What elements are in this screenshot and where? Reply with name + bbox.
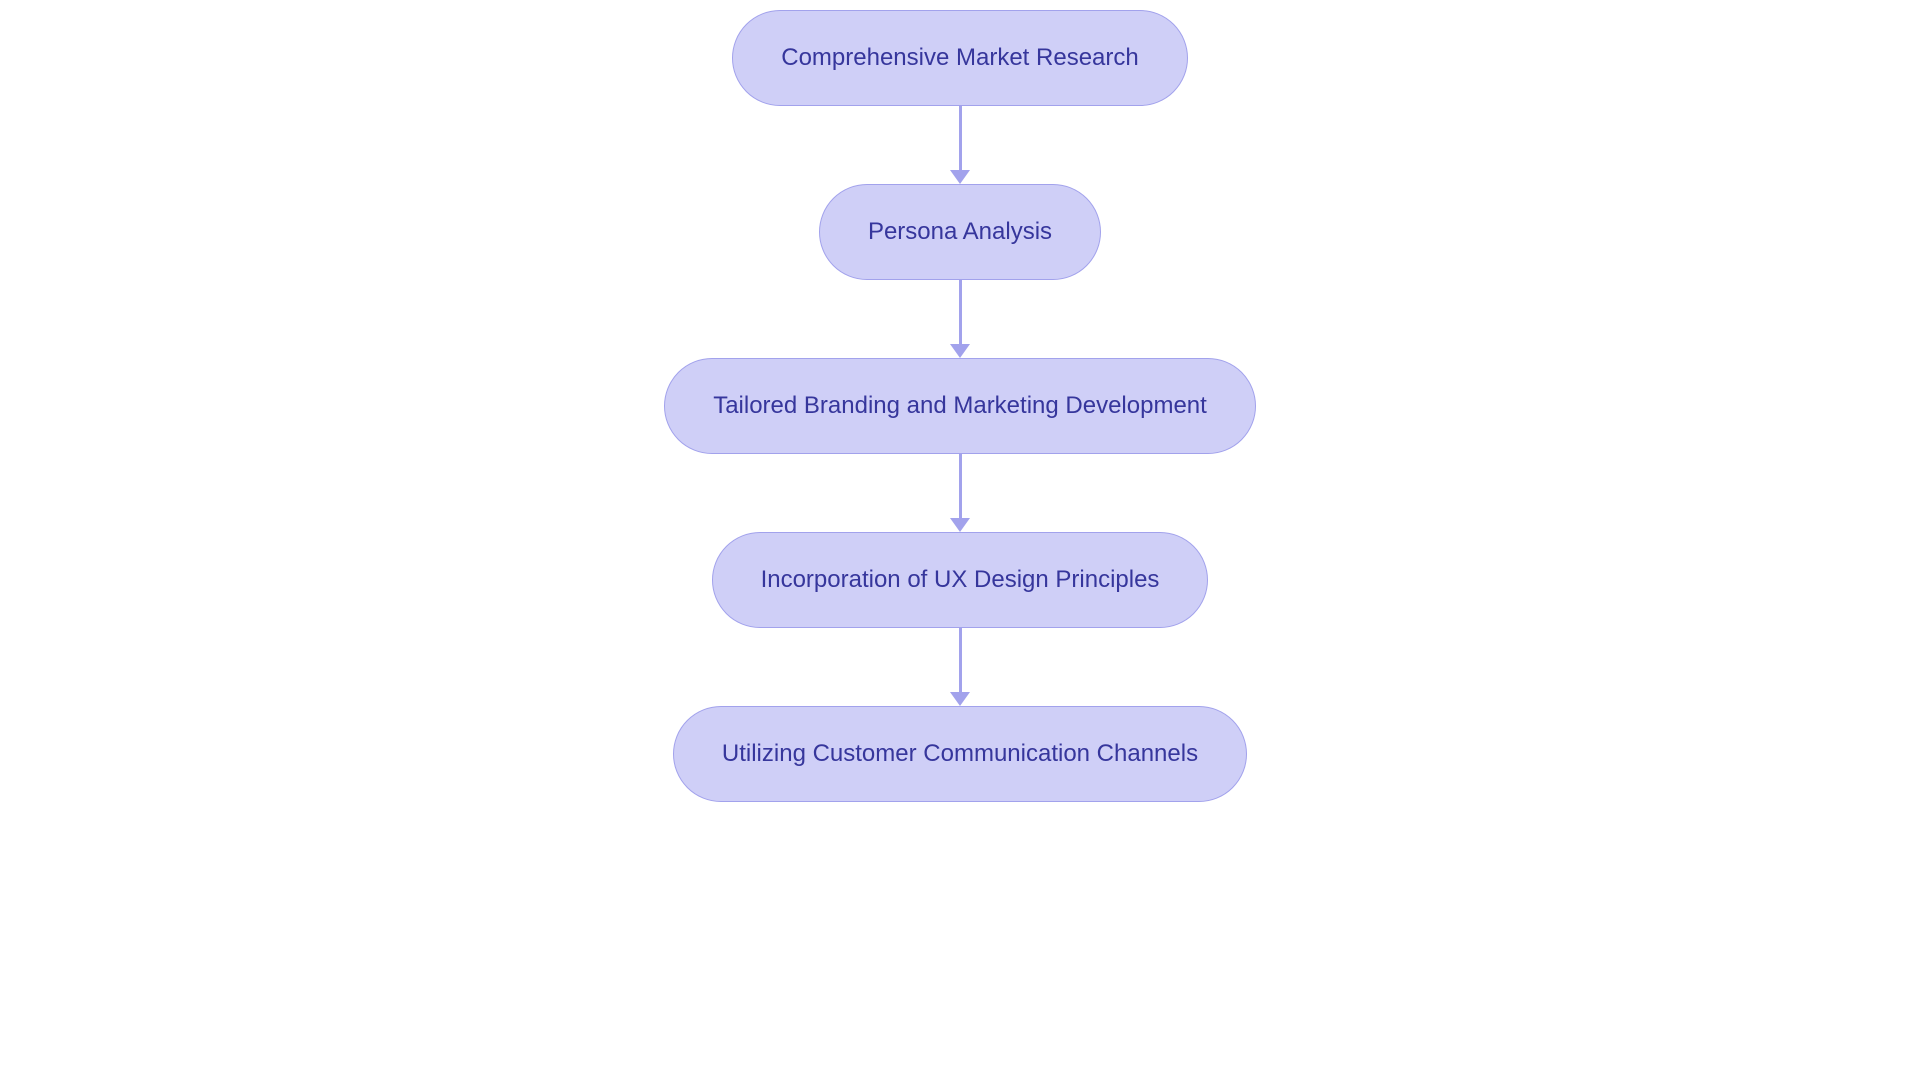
- flowchart-arrow: [950, 280, 970, 358]
- node-label: Persona Analysis: [868, 218, 1052, 246]
- arrow-line: [959, 280, 962, 344]
- arrow-head-icon: [950, 344, 970, 358]
- arrow-line: [959, 454, 962, 518]
- flowchart-node: Tailored Branding and Marketing Developm…: [664, 358, 1256, 454]
- node-label: Comprehensive Market Research: [781, 44, 1138, 72]
- flowchart-node: Utilizing Customer Communication Channel…: [673, 706, 1247, 802]
- node-label: Tailored Branding and Marketing Developm…: [713, 392, 1207, 420]
- arrow-head-icon: [950, 518, 970, 532]
- flowchart-node: Incorporation of UX Design Principles: [712, 532, 1209, 628]
- flowchart-arrow: [950, 628, 970, 706]
- node-label: Utilizing Customer Communication Channel…: [722, 740, 1198, 768]
- flowchart-container: Comprehensive Market Research Persona An…: [460, 0, 1460, 802]
- arrow-line: [959, 106, 962, 170]
- arrow-line: [959, 628, 962, 692]
- node-label: Incorporation of UX Design Principles: [761, 566, 1160, 594]
- arrow-head-icon: [950, 692, 970, 706]
- flowchart-arrow: [950, 106, 970, 184]
- arrow-head-icon: [950, 170, 970, 184]
- flowchart-node: Comprehensive Market Research: [732, 10, 1187, 106]
- flowchart-arrow: [950, 454, 970, 532]
- flowchart-node: Persona Analysis: [819, 184, 1101, 280]
